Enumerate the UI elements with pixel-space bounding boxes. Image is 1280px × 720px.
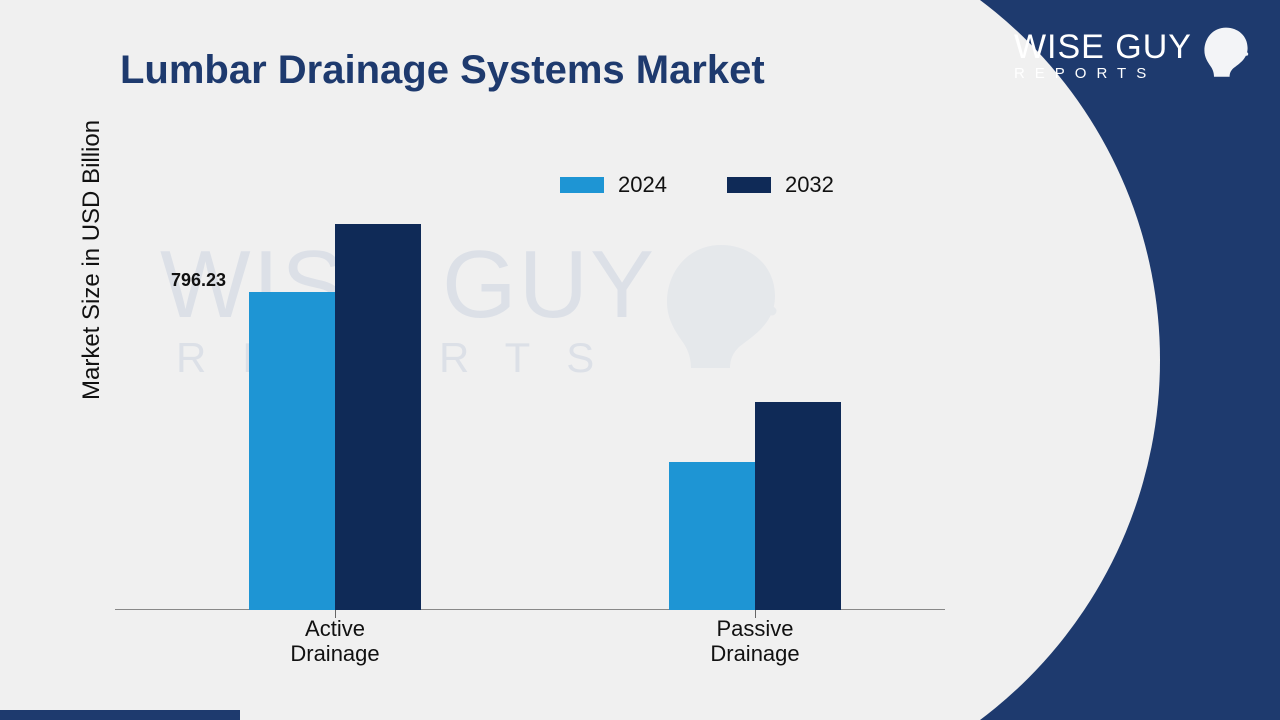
bar bbox=[669, 462, 755, 610]
bar bbox=[335, 224, 421, 610]
bar bbox=[755, 402, 841, 610]
chart-title: Lumbar Drainage Systems Market bbox=[120, 48, 765, 93]
category-label: PassiveDrainage bbox=[665, 610, 845, 667]
legend-label: 2032 bbox=[785, 172, 834, 198]
legend: 2024 2032 bbox=[560, 172, 834, 198]
brand-head-icon bbox=[1196, 24, 1256, 84]
stage: WISE GUY REPORTS Lumbar Drainage Systems… bbox=[0, 0, 1280, 720]
bar bbox=[249, 292, 335, 610]
value-label: 796.23 bbox=[171, 270, 226, 291]
legend-swatch bbox=[560, 177, 604, 193]
legend-item: 2032 bbox=[727, 172, 834, 198]
legend-item: 2024 bbox=[560, 172, 667, 198]
legend-label: 2024 bbox=[618, 172, 667, 198]
brand-logo: WISE GUY REPORTS bbox=[1014, 28, 1250, 82]
legend-swatch bbox=[727, 177, 771, 193]
bottom-accent-bar bbox=[0, 710, 240, 720]
category-label: ActiveDrainage bbox=[245, 610, 425, 667]
brand-line1: WISE GUY bbox=[1014, 28, 1192, 66]
y-axis-label: Market Size in USD Billion bbox=[78, 120, 106, 400]
plot-area: ActiveDrainagePassiveDrainage796.23 bbox=[115, 210, 945, 610]
